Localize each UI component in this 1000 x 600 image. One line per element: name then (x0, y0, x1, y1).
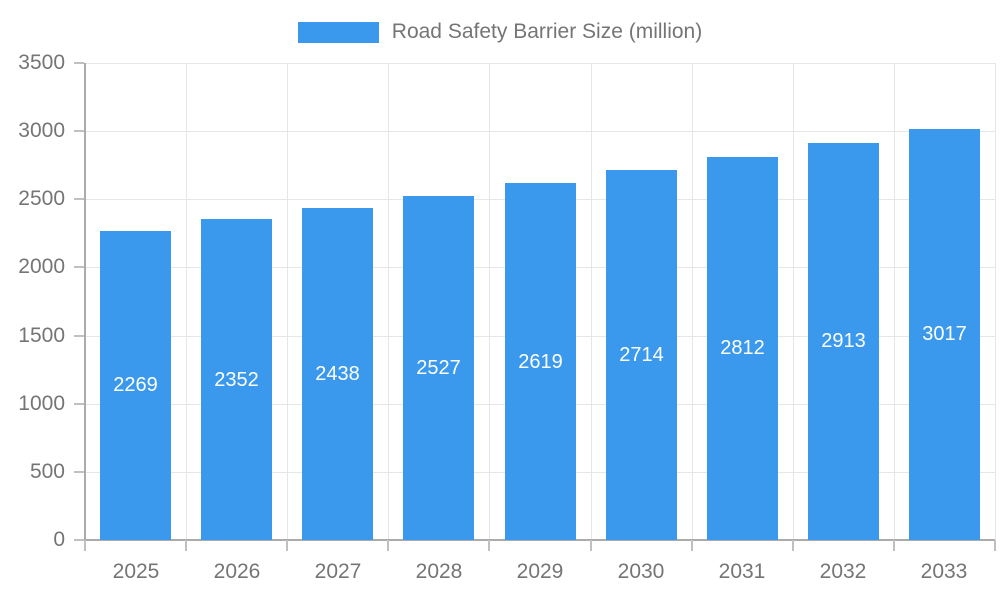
y-axis-tick-label: 3000 (18, 119, 65, 142)
bar (606, 170, 677, 540)
bar-value-label: 3017 (922, 323, 967, 345)
y-axis-tick-label: 2000 (18, 255, 65, 278)
y-axis-tick-label: 3500 (18, 51, 65, 74)
legend-swatch-icon (297, 21, 379, 43)
x-axis-tick (994, 540, 996, 551)
bar-value-label: 2913 (821, 330, 866, 352)
y-axis-tick (74, 266, 84, 268)
bar (403, 196, 474, 540)
y-axis-tick-label: 500 (29, 460, 65, 483)
x-axis-tick (387, 540, 389, 551)
x-axis-tick (185, 540, 187, 551)
x-axis-line (85, 539, 995, 541)
y-axis-tick (74, 403, 84, 405)
gridline-vertical (186, 63, 187, 540)
bar (707, 157, 778, 540)
gridline-vertical (692, 63, 693, 540)
y-axis-tick-label: 2500 (18, 187, 65, 210)
y-axis-tick (74, 539, 84, 541)
x-axis-tick (590, 540, 592, 551)
x-axis-tick-label: 2028 (415, 560, 463, 583)
x-axis-tick (691, 540, 693, 551)
bar (100, 231, 171, 540)
x-axis-tick-label: 2026 (213, 560, 261, 583)
bar-value-label: 2812 (720, 337, 765, 359)
y-axis-tick-label: 0 (53, 528, 65, 551)
chart-legend[interactable]: Road Safety Barrier Size (million) (0, 20, 1000, 44)
bar (505, 183, 576, 540)
y-axis-tick-label: 1500 (18, 324, 65, 347)
gridline-horizontal (85, 131, 995, 132)
gridline-vertical (287, 63, 288, 540)
gridline-vertical (995, 63, 996, 540)
x-axis-tick-label: 2029 (516, 560, 564, 583)
gridline-vertical (388, 63, 389, 540)
gridline-vertical (489, 63, 490, 540)
gridline-vertical (894, 63, 895, 540)
gridline-vertical (591, 63, 592, 540)
y-axis-tick (74, 62, 84, 64)
legend-label: Road Safety Barrier Size (million) (391, 20, 703, 43)
gridline-horizontal (85, 63, 995, 64)
bar (909, 129, 980, 540)
x-axis-tick (286, 540, 288, 551)
x-axis-tick-label: 2033 (920, 560, 968, 583)
gridline-vertical (793, 63, 794, 540)
bar (808, 143, 879, 540)
x-axis-tick (792, 540, 794, 551)
y-axis-tick-label: 1000 (18, 392, 65, 415)
bar-value-label: 2527 (416, 357, 461, 379)
x-axis-tick-label: 2027 (314, 560, 362, 583)
x-axis-tick-label: 2031 (718, 560, 766, 583)
y-axis-tick (74, 335, 84, 337)
y-axis-tick (74, 130, 84, 132)
bar (201, 219, 272, 540)
x-axis-tick-label: 2025 (112, 560, 160, 583)
bar-value-label: 2714 (619, 344, 664, 366)
bar-value-label: 2619 (518, 351, 563, 373)
bar-value-label: 2438 (315, 363, 360, 385)
y-axis-tick (74, 471, 84, 473)
x-axis-tick-label: 2030 (617, 560, 665, 583)
y-axis-tick (74, 198, 84, 200)
x-axis-tick (893, 540, 895, 551)
x-axis-tick-label: 2032 (819, 560, 867, 583)
y-axis-line (84, 63, 86, 540)
bar-value-label: 2352 (214, 369, 259, 391)
bar (302, 208, 373, 540)
x-axis-tick (488, 540, 490, 551)
bar-value-label: 2269 (113, 374, 158, 396)
x-axis-tick (84, 540, 86, 551)
